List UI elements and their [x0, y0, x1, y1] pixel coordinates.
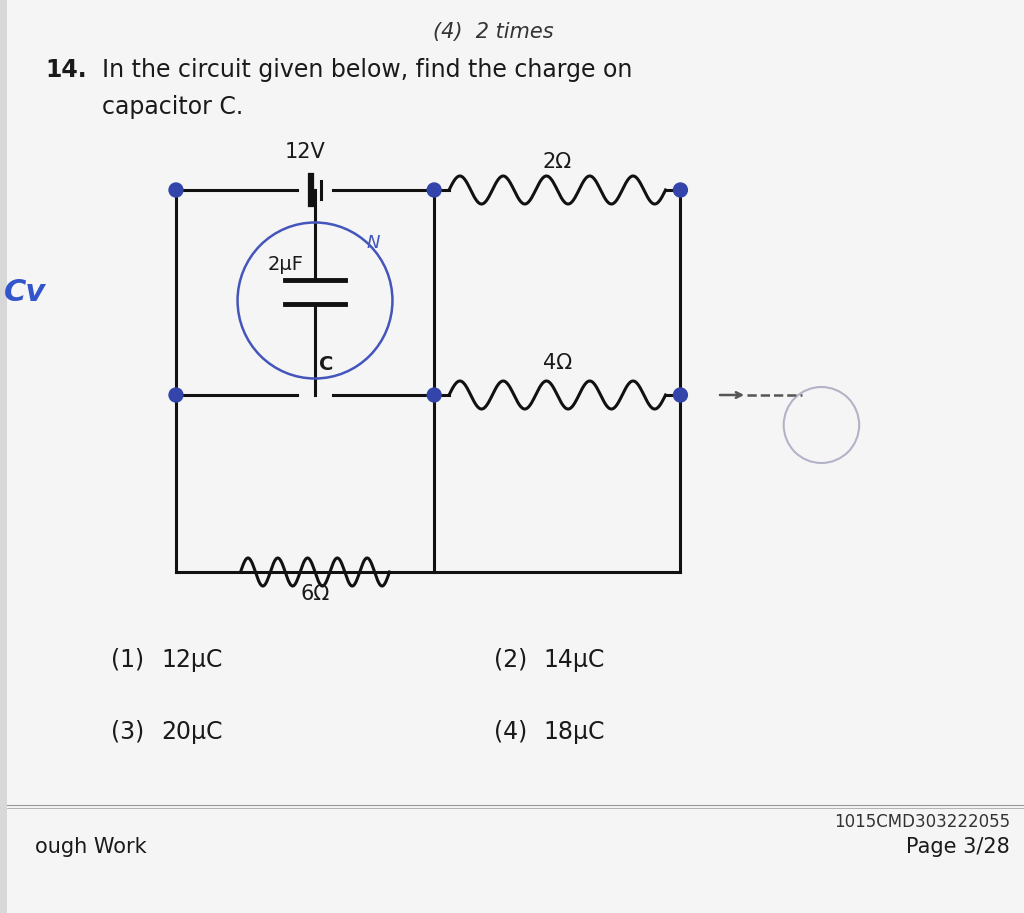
Text: C: C [318, 355, 334, 374]
Text: Page 3/28: Page 3/28 [906, 837, 1010, 857]
Text: (4)  2 times: (4) 2 times [433, 22, 554, 42]
Text: ough Work: ough Work [35, 837, 146, 857]
Circle shape [169, 183, 183, 197]
Text: 12V: 12V [285, 142, 326, 162]
Circle shape [169, 388, 183, 402]
Text: 18μC: 18μC [544, 720, 605, 744]
Text: 4Ω: 4Ω [543, 353, 571, 373]
Circle shape [427, 388, 441, 402]
Text: N: N [367, 235, 380, 253]
Text: 6Ω: 6Ω [300, 584, 330, 604]
Text: (4): (4) [494, 720, 527, 744]
Text: (3): (3) [112, 720, 144, 744]
Text: (1): (1) [112, 648, 144, 672]
Text: 1015CMD303222055: 1015CMD303222055 [834, 813, 1010, 831]
Text: (2): (2) [494, 648, 527, 672]
Text: 12μC: 12μC [161, 648, 222, 672]
Text: capacitor C.: capacitor C. [101, 95, 243, 119]
FancyBboxPatch shape [7, 0, 1024, 913]
Text: 2μF: 2μF [267, 255, 303, 274]
Text: 20μC: 20μC [161, 720, 222, 744]
Text: 14μC: 14μC [544, 648, 605, 672]
Circle shape [674, 388, 687, 402]
Text: Cv: Cv [4, 278, 46, 307]
Circle shape [674, 183, 687, 197]
Text: 14.: 14. [45, 58, 87, 82]
Text: In the circuit given below, find the charge on: In the circuit given below, find the cha… [101, 58, 632, 82]
Circle shape [427, 183, 441, 197]
Text: 2Ω: 2Ω [543, 152, 571, 172]
